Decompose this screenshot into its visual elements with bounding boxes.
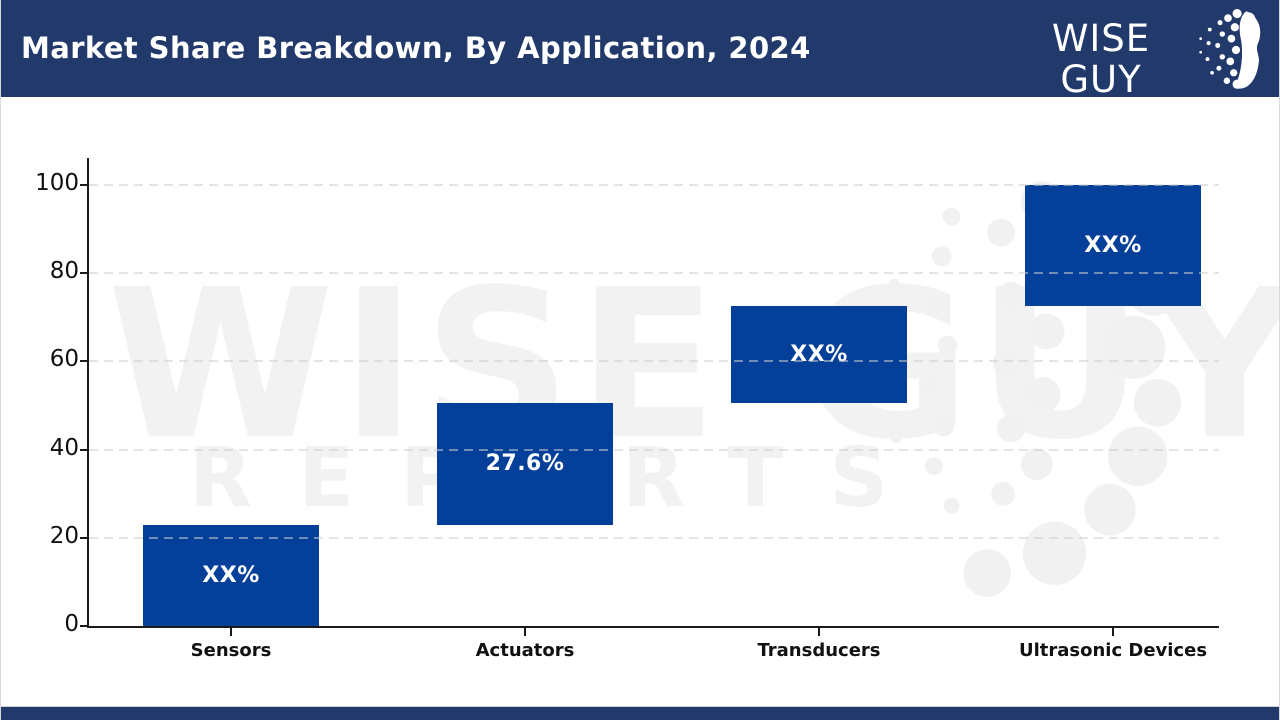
logo-wordmark-line1: WISE GUY: [1051, 17, 1151, 101]
wise-guy-logo: WISE GUY REPORTS: [1009, 4, 1267, 115]
header-bar: Market Share Breakdown, By Application, …: [1, 0, 1279, 115]
y-tick-40: [80, 448, 89, 451]
x-axis-line: [87, 626, 1219, 628]
y-tick-80: [80, 272, 89, 275]
y-tick-label-60: 60: [49, 346, 79, 373]
y-tick-20: [80, 536, 89, 539]
y-axis-line: [87, 158, 89, 628]
gridline-100: [89, 184, 1219, 186]
y-tick-label-20: 20: [49, 522, 79, 549]
chart-title: Market Share Breakdown, By Application, …: [21, 31, 811, 65]
bar-value-label: 27.6%: [485, 451, 565, 477]
logo-head-icon: [1199, 9, 1261, 89]
x-label-sensors: Sensors: [190, 640, 272, 661]
y-tick-label-40: 40: [49, 434, 79, 461]
logo-wordmark: WISE GUY REPORTS: [1009, 17, 1193, 116]
gridline-80: [89, 272, 1219, 275]
bar-sensors: XX%: [143, 524, 319, 626]
bar-value-label: XX%: [202, 562, 260, 588]
x-tick-sensors: [230, 628, 232, 636]
logo-wordmark-line2: REPORTS: [1042, 100, 1166, 116]
y-tick-label-0: 0: [64, 611, 79, 637]
gridline-20: [89, 536, 1219, 539]
x-tick-ultrasonic-devices: [1112, 628, 1114, 636]
x-label-ultrasonic-devices: Ultrasonic Devices: [1018, 640, 1208, 661]
bar-actuators: 27.6%: [437, 402, 613, 525]
x-label-actuators: Actuators: [475, 640, 575, 661]
x-tick-transducers: [818, 628, 820, 636]
y-tick-100: [80, 184, 89, 186]
bar-value-label: XX%: [1084, 232, 1142, 258]
bar-ultrasonic-devices: XX%: [1025, 185, 1201, 306]
y-tick-label-100: 100: [35, 170, 79, 196]
y-tick-label-80: 80: [49, 258, 79, 285]
footer-bar: [1, 706, 1279, 720]
x-tick-actuators: [524, 628, 526, 636]
y-tick-0: [80, 625, 89, 627]
bar-transducers: XX%: [731, 305, 907, 403]
bar-value-label: XX%: [790, 341, 848, 367]
gridline-60: [89, 360, 1219, 363]
gridline-40: [89, 448, 1219, 451]
x-label-transducers: Transducers: [757, 640, 881, 661]
y-tick-60: [80, 360, 89, 363]
